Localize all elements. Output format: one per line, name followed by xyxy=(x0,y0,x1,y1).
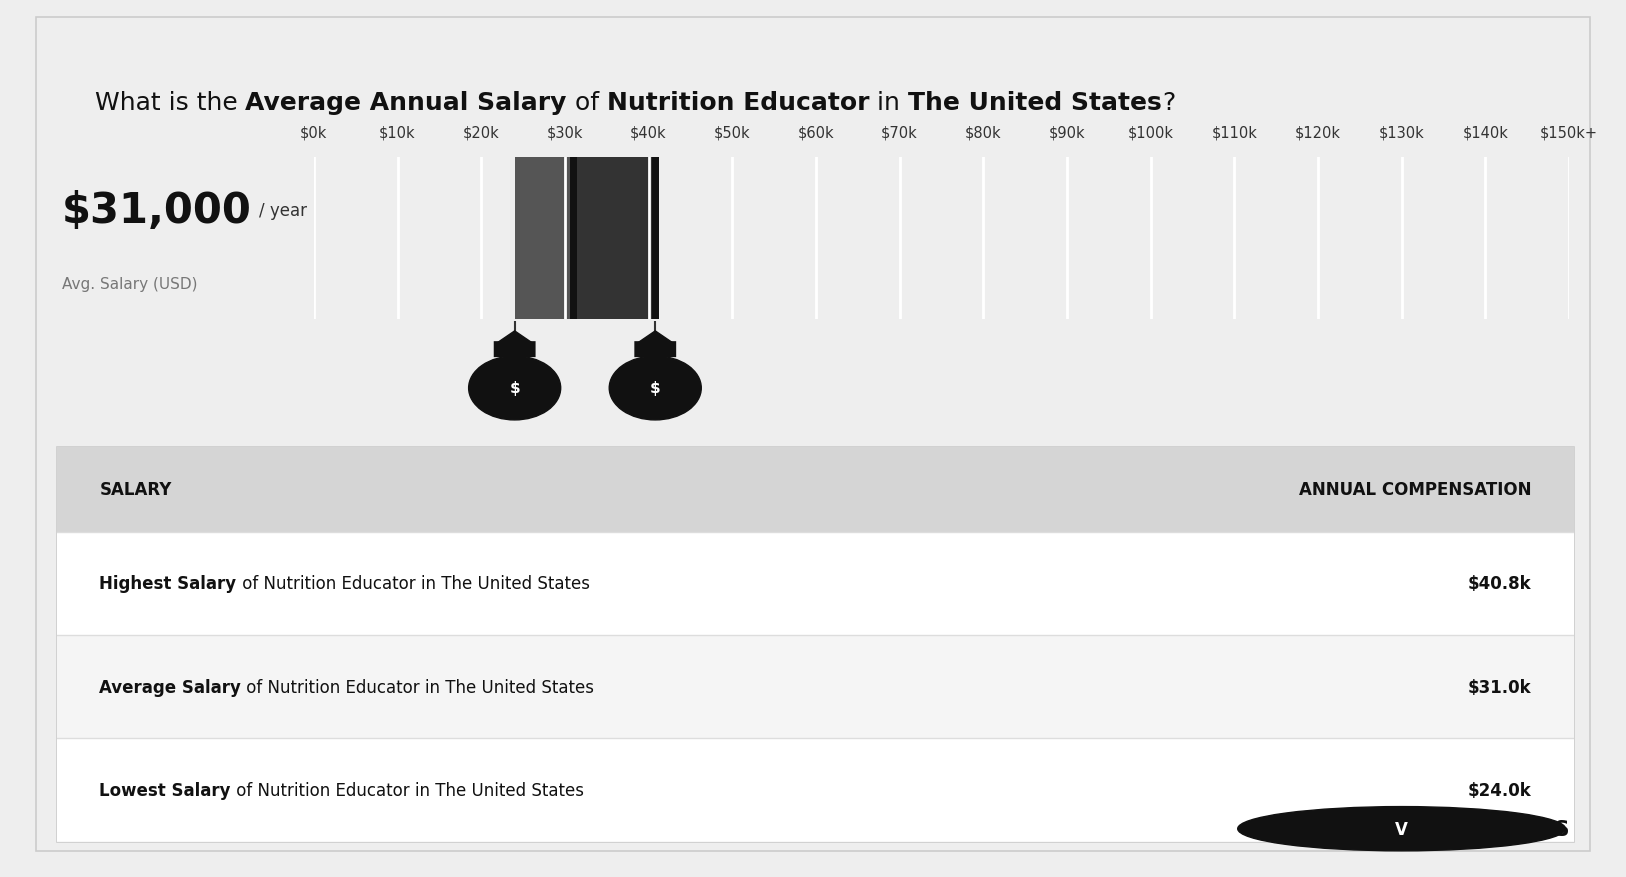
Text: VELVETJOBS: VELVETJOBS xyxy=(1429,819,1571,838)
Text: $: $ xyxy=(509,381,520,396)
Text: / year: / year xyxy=(259,202,307,219)
Text: Highest Salary: Highest Salary xyxy=(99,574,236,593)
Text: $10k: $10k xyxy=(379,125,416,141)
Text: in: in xyxy=(870,91,909,115)
Polygon shape xyxy=(498,332,532,343)
Text: $: $ xyxy=(650,381,660,396)
FancyBboxPatch shape xyxy=(634,342,676,358)
Polygon shape xyxy=(639,332,672,343)
Text: Lowest Salary: Lowest Salary xyxy=(99,781,231,799)
Text: of: of xyxy=(567,91,606,115)
Text: of Nutrition Educator in The United States: of Nutrition Educator in The United Stat… xyxy=(231,781,584,799)
Text: Avg. Salary (USD): Avg. Salary (USD) xyxy=(62,276,197,292)
Text: $50k: $50k xyxy=(714,125,751,141)
Text: of Nutrition Educator in The United States: of Nutrition Educator in The United Stat… xyxy=(236,574,590,593)
Circle shape xyxy=(1237,807,1566,851)
Text: Average Salary: Average Salary xyxy=(99,678,241,696)
Text: $60k: $60k xyxy=(798,125,834,141)
Text: $40k: $40k xyxy=(631,125,667,141)
Text: $120k: $120k xyxy=(1294,125,1341,141)
Text: $140k: $140k xyxy=(1462,125,1509,141)
Text: $70k: $70k xyxy=(881,125,919,141)
Text: $0k: $0k xyxy=(301,125,327,141)
Text: of Nutrition Educator in The United States: of Nutrition Educator in The United Stat… xyxy=(241,678,593,696)
Text: $150k+: $150k+ xyxy=(1540,125,1598,141)
Bar xyxy=(574,158,655,320)
FancyBboxPatch shape xyxy=(57,532,1574,635)
FancyBboxPatch shape xyxy=(494,342,535,358)
Text: $40.8k: $40.8k xyxy=(1468,574,1532,593)
FancyBboxPatch shape xyxy=(57,738,1574,842)
FancyBboxPatch shape xyxy=(57,635,1574,738)
Text: ANNUAL COMPENSATION: ANNUAL COMPENSATION xyxy=(1299,481,1532,499)
Text: Nutrition Educator: Nutrition Educator xyxy=(606,91,870,115)
Text: $24.0k: $24.0k xyxy=(1468,781,1532,799)
Text: $31,000: $31,000 xyxy=(62,189,252,232)
Ellipse shape xyxy=(610,357,701,420)
Text: Average Annual Salary: Average Annual Salary xyxy=(246,91,567,115)
FancyBboxPatch shape xyxy=(57,447,1574,532)
Text: What is the: What is the xyxy=(94,91,246,115)
Text: $110k: $110k xyxy=(1211,125,1257,141)
Text: $100k: $100k xyxy=(1128,125,1174,141)
Text: $20k: $20k xyxy=(463,125,499,141)
Text: $30k: $30k xyxy=(546,125,584,141)
Ellipse shape xyxy=(468,357,561,420)
Text: V: V xyxy=(1395,820,1408,838)
Text: $31.0k: $31.0k xyxy=(1468,678,1532,696)
Text: ?: ? xyxy=(1163,91,1176,115)
Text: SALARY: SALARY xyxy=(99,481,172,499)
Text: $90k: $90k xyxy=(1049,125,1085,141)
Bar xyxy=(652,158,659,320)
Text: $130k: $130k xyxy=(1379,125,1424,141)
Text: $80k: $80k xyxy=(964,125,1002,141)
Bar xyxy=(515,158,574,320)
Text: The United States: The United States xyxy=(909,91,1163,115)
Bar xyxy=(569,158,577,320)
